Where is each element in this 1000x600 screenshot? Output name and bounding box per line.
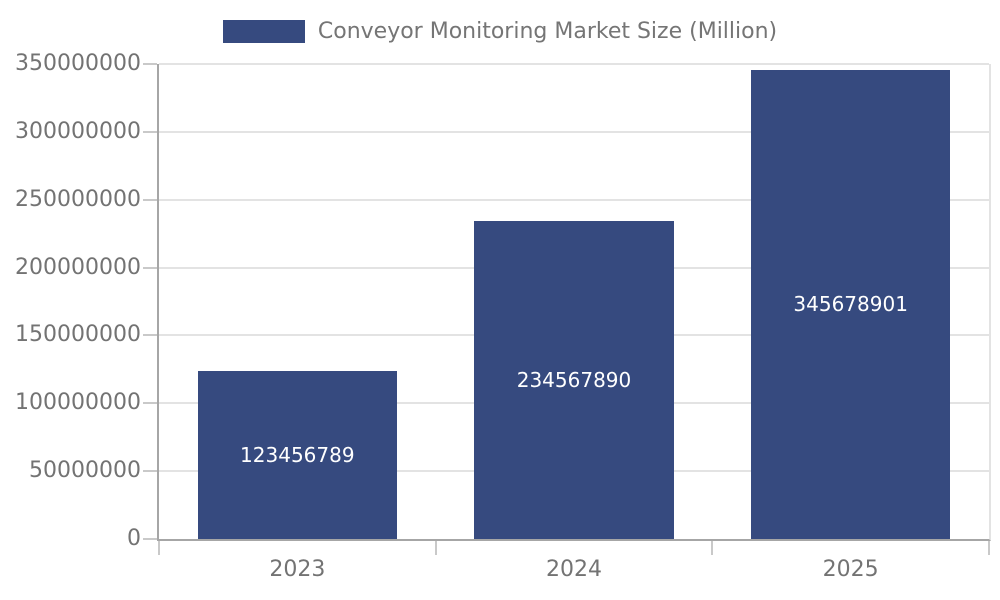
y-axis-tick: [143, 334, 157, 337]
legend-label: Conveyor Monitoring Market Size (Million…: [317, 19, 778, 44]
x-category-label: 2024: [546, 557, 602, 582]
bar: 234567890: [474, 220, 674, 539]
y-axis-tick-label: 300000000: [15, 118, 141, 144]
y-axis-tick-label: 0: [127, 526, 141, 551]
y-axis-tick-label: 50000000: [29, 458, 141, 484]
legend-swatch: [222, 20, 305, 43]
x-axis-tick: [711, 541, 714, 555]
y-axis-tick: [143, 538, 157, 540]
bar-value-label: 123456789: [240, 443, 355, 468]
y-axis-tick-label: 150000000: [15, 322, 141, 348]
y-axis-tick-label: 350000000: [15, 51, 141, 76]
x-axis-tick: [158, 541, 160, 555]
y-axis-tick: [143, 402, 157, 405]
y-axis-tick-label: 250000000: [15, 186, 141, 212]
bar-value-label: 345678901: [793, 292, 908, 317]
y-axis-tick: [143, 470, 157, 473]
y-axis-tick: [143, 266, 157, 269]
x-axis-tick: [988, 541, 990, 555]
plot-area: 0 50000000 100000000 150000000 200000000 2500…: [15, 53, 991, 581]
bar-value-label: 234567890: [516, 367, 632, 392]
y-axis-tick-label: 100000000: [15, 390, 141, 416]
x-category-label: 2025: [822, 557, 879, 582]
gridline: [159, 198, 989, 201]
x-category-label: 2023: [269, 557, 326, 582]
gridline: [159, 130, 989, 133]
gridline: [159, 63, 989, 65]
y-axis-tick: [143, 198, 157, 201]
y-axis-tick: [143, 63, 157, 65]
bar: 123456789: [197, 371, 397, 539]
x-axis-tick: [434, 541, 437, 555]
y-axis-tick: [143, 130, 157, 133]
legend: Conveyor Monitoring Market Size (Million…: [0, 19, 1000, 44]
y-axis-tick-label: 200000000: [15, 254, 141, 280]
bar: 345678901: [751, 69, 951, 539]
